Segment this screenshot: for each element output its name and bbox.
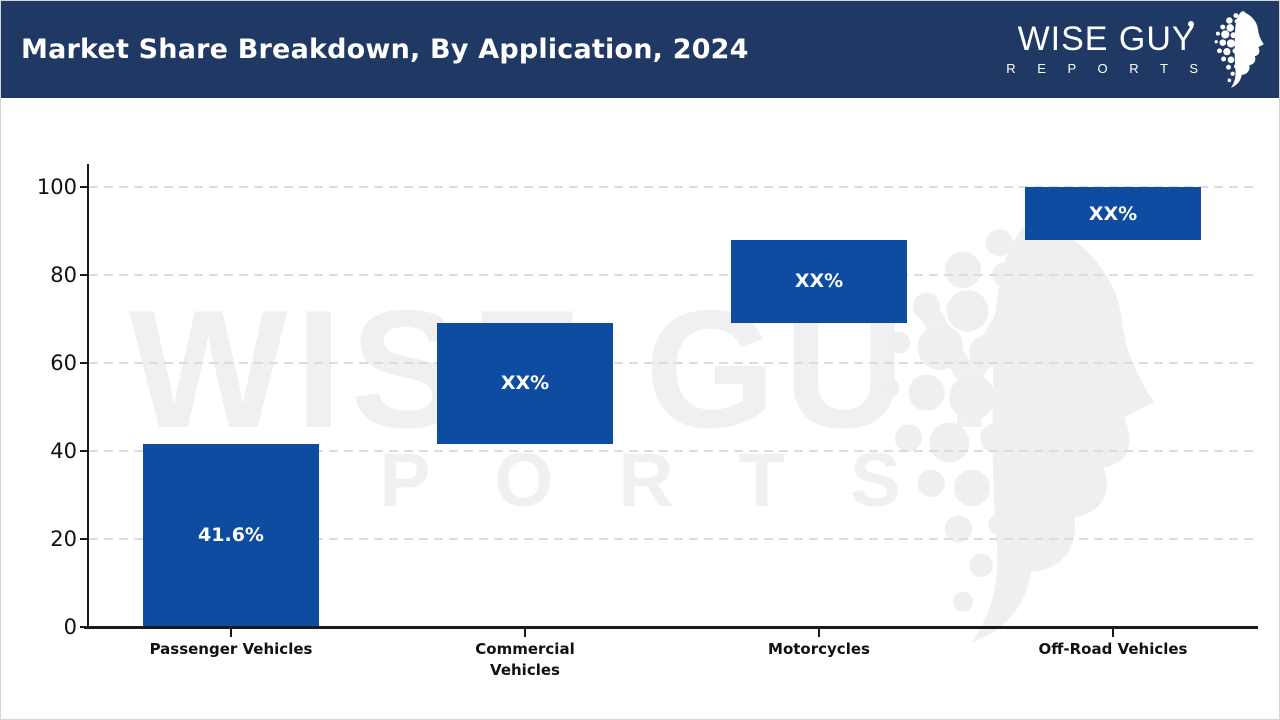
- y-tick-mark-60: [80, 362, 88, 364]
- x-axis-label-motorcycles: Motorcycles: [768, 640, 870, 658]
- x-axis-line: [84, 626, 1258, 629]
- x-tick-mark: [230, 629, 232, 637]
- y-tick-mark-100: [80, 186, 88, 188]
- logo-wordmark: WISE GUY: [1017, 20, 1196, 58]
- bar-commercial-vehicles: [437, 322, 613, 444]
- logo-wordmark-block: WISE GUY R E P O R T S: [1006, 21, 1207, 76]
- y-tick-mark-80: [80, 274, 88, 276]
- bar-motorcycles: [731, 240, 907, 323]
- y-tick-mark-20: [80, 538, 88, 540]
- y-axis-line: [87, 164, 89, 628]
- bar-passenger-vehicles: [143, 443, 319, 627]
- logo-face-icon: [1214, 11, 1264, 88]
- y-tick-mark-40: [80, 450, 88, 452]
- y-tick-label-40: 40: [50, 439, 77, 463]
- y-tick-label-100: 100: [36, 175, 77, 199]
- bar-off-road-vehicles: [1025, 187, 1201, 241]
- gridline-40: [89, 450, 1257, 452]
- x-axis-label-commercial-vehicles: Commercial Vehicles: [475, 640, 575, 679]
- y-tick-label-20: 20: [50, 527, 77, 551]
- x-tick-mark: [1112, 629, 1114, 637]
- bar-value-label: 41.6%: [198, 524, 264, 547]
- brand-logo: WISE GUY R E P O R T S: [1006, 7, 1269, 92]
- bar-value-label: XX%: [500, 372, 550, 395]
- y-tick-label-0: 0: [63, 615, 77, 639]
- logo-subtext: R E P O R T S: [1006, 61, 1207, 76]
- x-tick-mark: [524, 629, 526, 637]
- y-tick-label-60: 60: [50, 351, 77, 375]
- gridline-20: [89, 538, 1257, 540]
- chart-title: Market Share Breakdown, By Application, …: [21, 34, 749, 65]
- gridline-80: [89, 274, 1257, 276]
- x-tick-mark: [818, 629, 820, 637]
- x-axis-label-passenger-vehicles: Passenger Vehicles: [149, 640, 313, 658]
- bar-value-label: XX%: [794, 270, 844, 293]
- header-bar: Market Share Breakdown, By Application, …: [1, 1, 1279, 98]
- gridline-100: [89, 186, 1257, 188]
- gridline-60: [89, 362, 1257, 364]
- logo-dot: [1188, 21, 1194, 27]
- y-tick-label-80: 80: [50, 263, 77, 287]
- bar-value-label: XX%: [1088, 202, 1138, 225]
- x-axis-label-off-road-vehicles: Off-Road Vehicles: [1038, 640, 1188, 658]
